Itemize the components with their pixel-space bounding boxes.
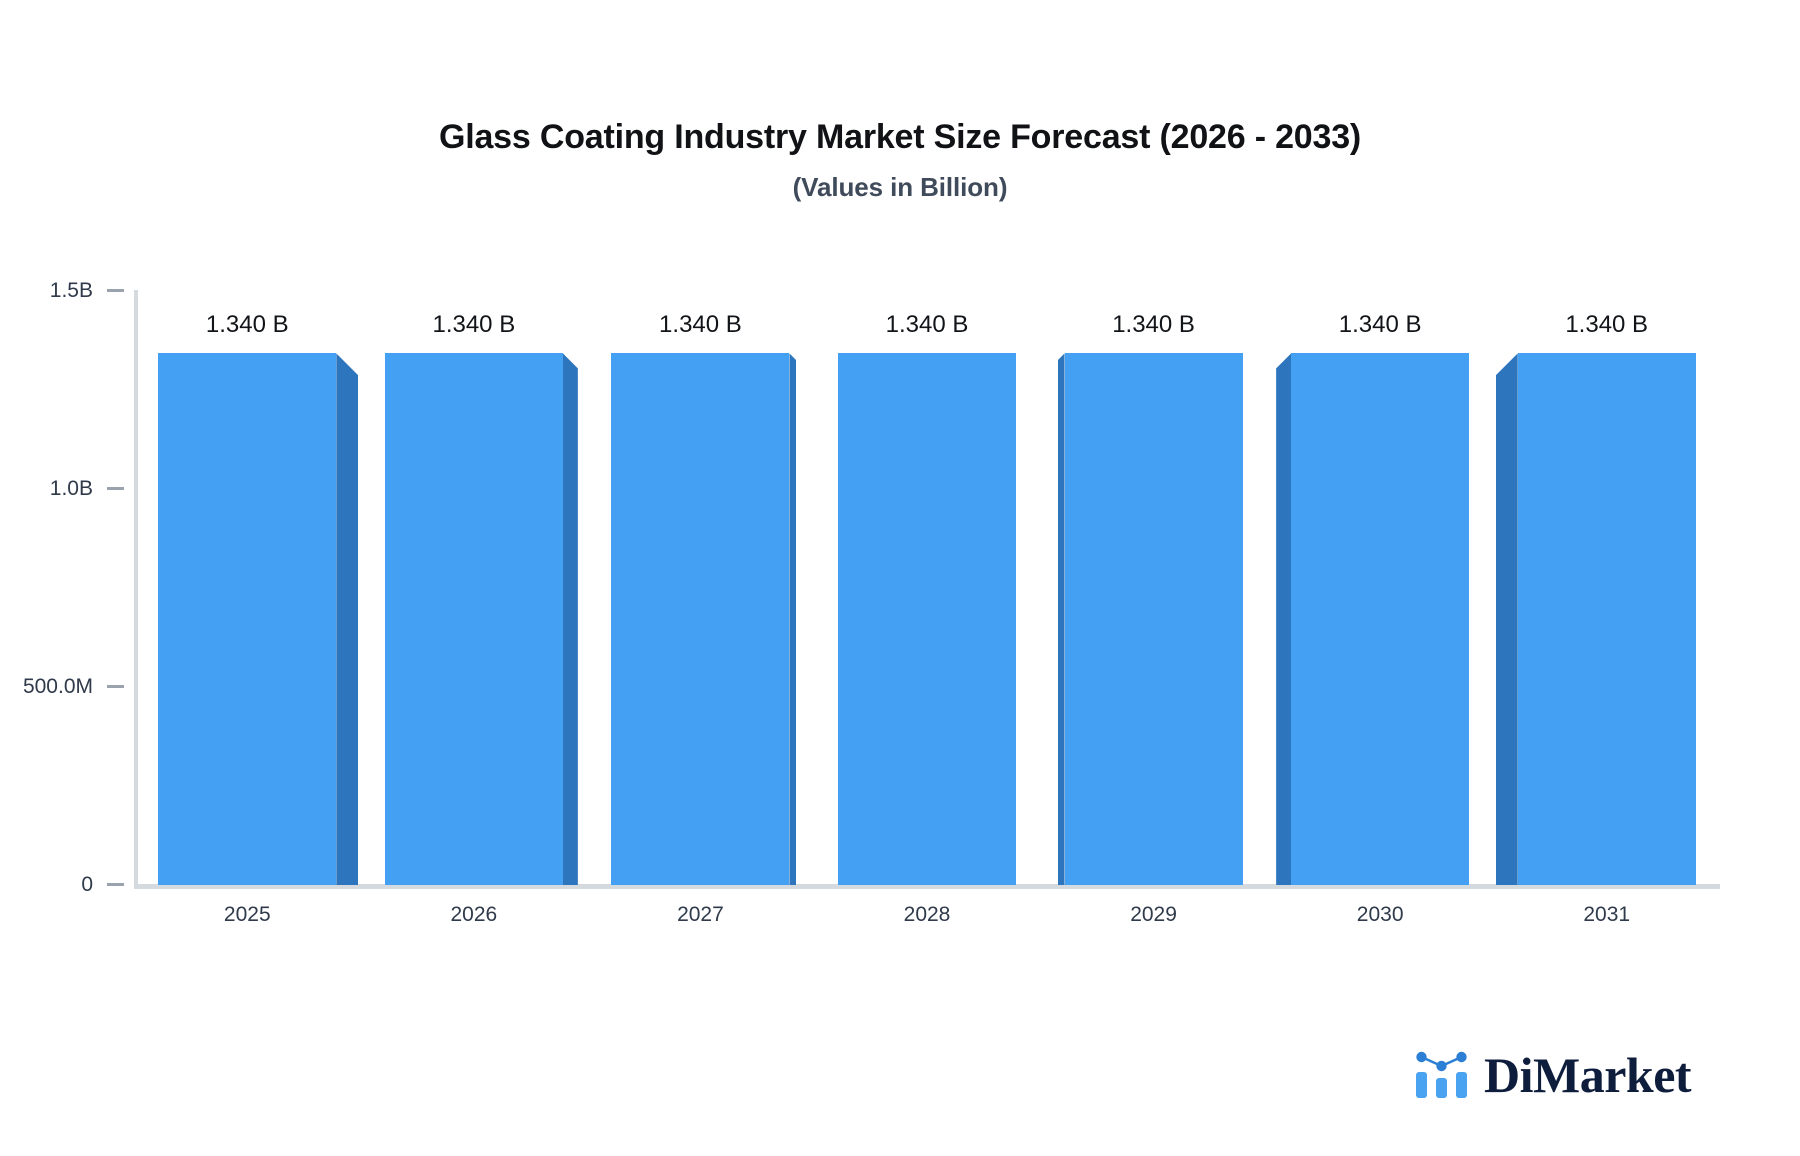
dimarket-logo: DiMarket [1414,1042,1692,1108]
bar-side-face [1495,353,1518,885]
y-axis-tick-mark [107,288,124,292]
bar-side-face [336,353,359,885]
bar-value-label: 1.340 B [885,311,969,339]
bar-value-label: 1.340 B [1338,311,1422,339]
bar-front-face [611,353,790,885]
bar-value-label: 1.340 B [205,311,289,339]
y-axis-tick-mark [107,684,124,688]
x-axis-label-2030: 2030 [1356,903,1404,926]
bar-side-face [1276,353,1292,885]
y-axis-tick-label: 1.0B [49,476,93,500]
logo-wordmark: DiMarket [1484,1047,1692,1103]
bar-side-face [562,353,578,885]
bar-chart-logo-icon [1416,1051,1467,1098]
bar-value-label: 1.340 B [1565,311,1649,339]
bar-front-face [384,353,563,885]
y-axis-tick-mark [107,882,124,886]
bar-front-face [1291,353,1470,885]
x-axis-label-2029: 2029 [1130,903,1177,926]
bar-value-label: 1.340 B [1112,311,1195,339]
y-axis-tick-label: 1.5B [49,278,93,302]
bar-front-face [838,353,1016,885]
x-axis-label-2028: 2028 [903,903,951,926]
bar-front-face [1517,353,1696,885]
y-axis-tick-label: 500.0M [22,674,93,698]
bar-side-face [1057,353,1065,885]
chart-title: Glass Coating Industry Market Size Forec… [438,118,1362,156]
bar-side-face [789,353,797,885]
x-axis-label-2031: 2031 [1583,903,1631,926]
y-axis-tick-label: 0 [81,872,93,896]
y-axis-line [134,290,138,887]
bar-value-label: 1.340 B [659,311,742,339]
x-axis-label-2026: 2026 [450,903,498,926]
bar-value-label: 1.340 B [432,311,516,339]
x-axis-label-2027: 2027 [677,903,724,926]
x-axis-line [134,884,1720,889]
y-axis-tick-mark [107,486,124,490]
chart-subtitle: (Values in Billion) [792,172,1008,202]
bar-front-face [158,353,337,885]
x-axis-label-2025: 2025 [223,903,271,926]
bar-front-face [1064,353,1243,885]
